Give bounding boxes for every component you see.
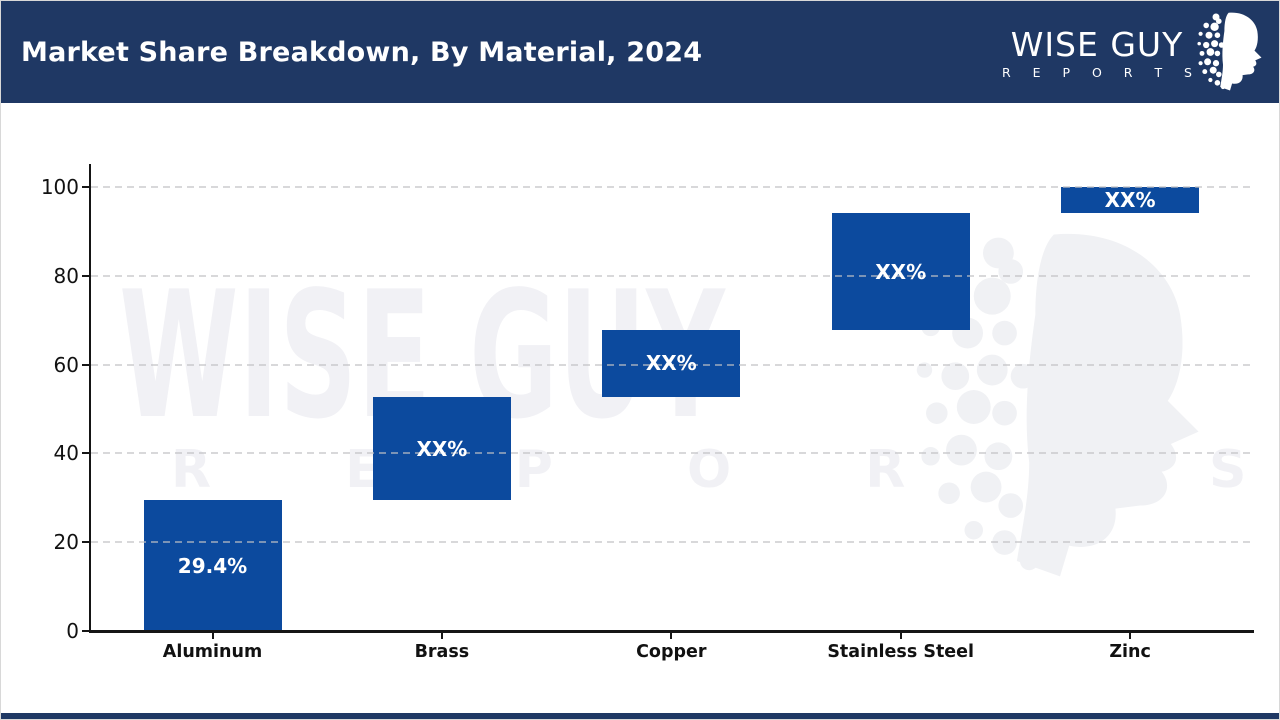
logo-wordmark: WISE GUY R E P O R T S [993,25,1201,80]
y-tick-label: 40 [53,441,79,466]
bar-stainless-steel: XX% [831,212,970,331]
logo-wiseguy-text: WISE GUY [1010,24,1184,64]
x-tick-label: Zinc [1109,642,1151,662]
gridline [91,274,1254,277]
gridline [91,541,1254,544]
bar-value-label: XX% [875,259,927,284]
x-tick-label: Brass [414,642,470,662]
y-tick-mark [82,452,89,455]
x-tick-mark [1129,633,1132,639]
y-tick-label: 20 [53,530,79,555]
gridline [91,452,1254,455]
page-title: Market Share Breakdown, By Material, 202… [21,36,703,68]
y-tick-label: 0 [66,619,79,643]
bar-copper: XX% [602,330,741,397]
x-tick-mark [670,633,673,639]
y-axis-line [89,164,91,633]
gridline [91,186,1254,188]
logo-reports-text: R E P O R T S [1001,64,1201,80]
bar-value-label: XX% [1104,187,1156,212]
x-tick-mark [211,633,214,639]
footer-bar [1,713,1279,719]
header: Market Share Breakdown, By Material, 202… [1,1,1279,103]
y-tick-mark [82,186,89,188]
bar-zinc: XX% [1061,187,1200,213]
y-tick-mark [82,541,89,544]
y-tick-label: 60 [53,352,79,377]
x-tick-mark [440,633,443,639]
x-tick-label: Stainless Steel [827,642,975,662]
y-tick-mark [82,630,89,632]
y-tick-label: 80 [53,263,79,288]
wiseguy-logo: WISE GUY R E P O R T S [993,10,1265,94]
wiseguy-head-icon [1197,12,1262,91]
y-tick-label: 100 [40,175,79,199]
bar-value-label: XX% [645,351,697,376]
y-tick-mark [82,363,89,366]
bar-brass: XX% [372,396,511,501]
x-axis-line [89,630,1254,633]
bar-value-label: XX% [416,436,468,461]
bar-value-label: 29.4% [177,553,248,578]
x-tick-label: Copper [636,642,707,662]
y-tick-mark [82,274,89,277]
gridline [91,363,1254,366]
bar-aluminum: 29.4% [143,500,282,631]
x-tick-mark [899,633,902,639]
x-tick-label: Aluminum [162,642,263,662]
